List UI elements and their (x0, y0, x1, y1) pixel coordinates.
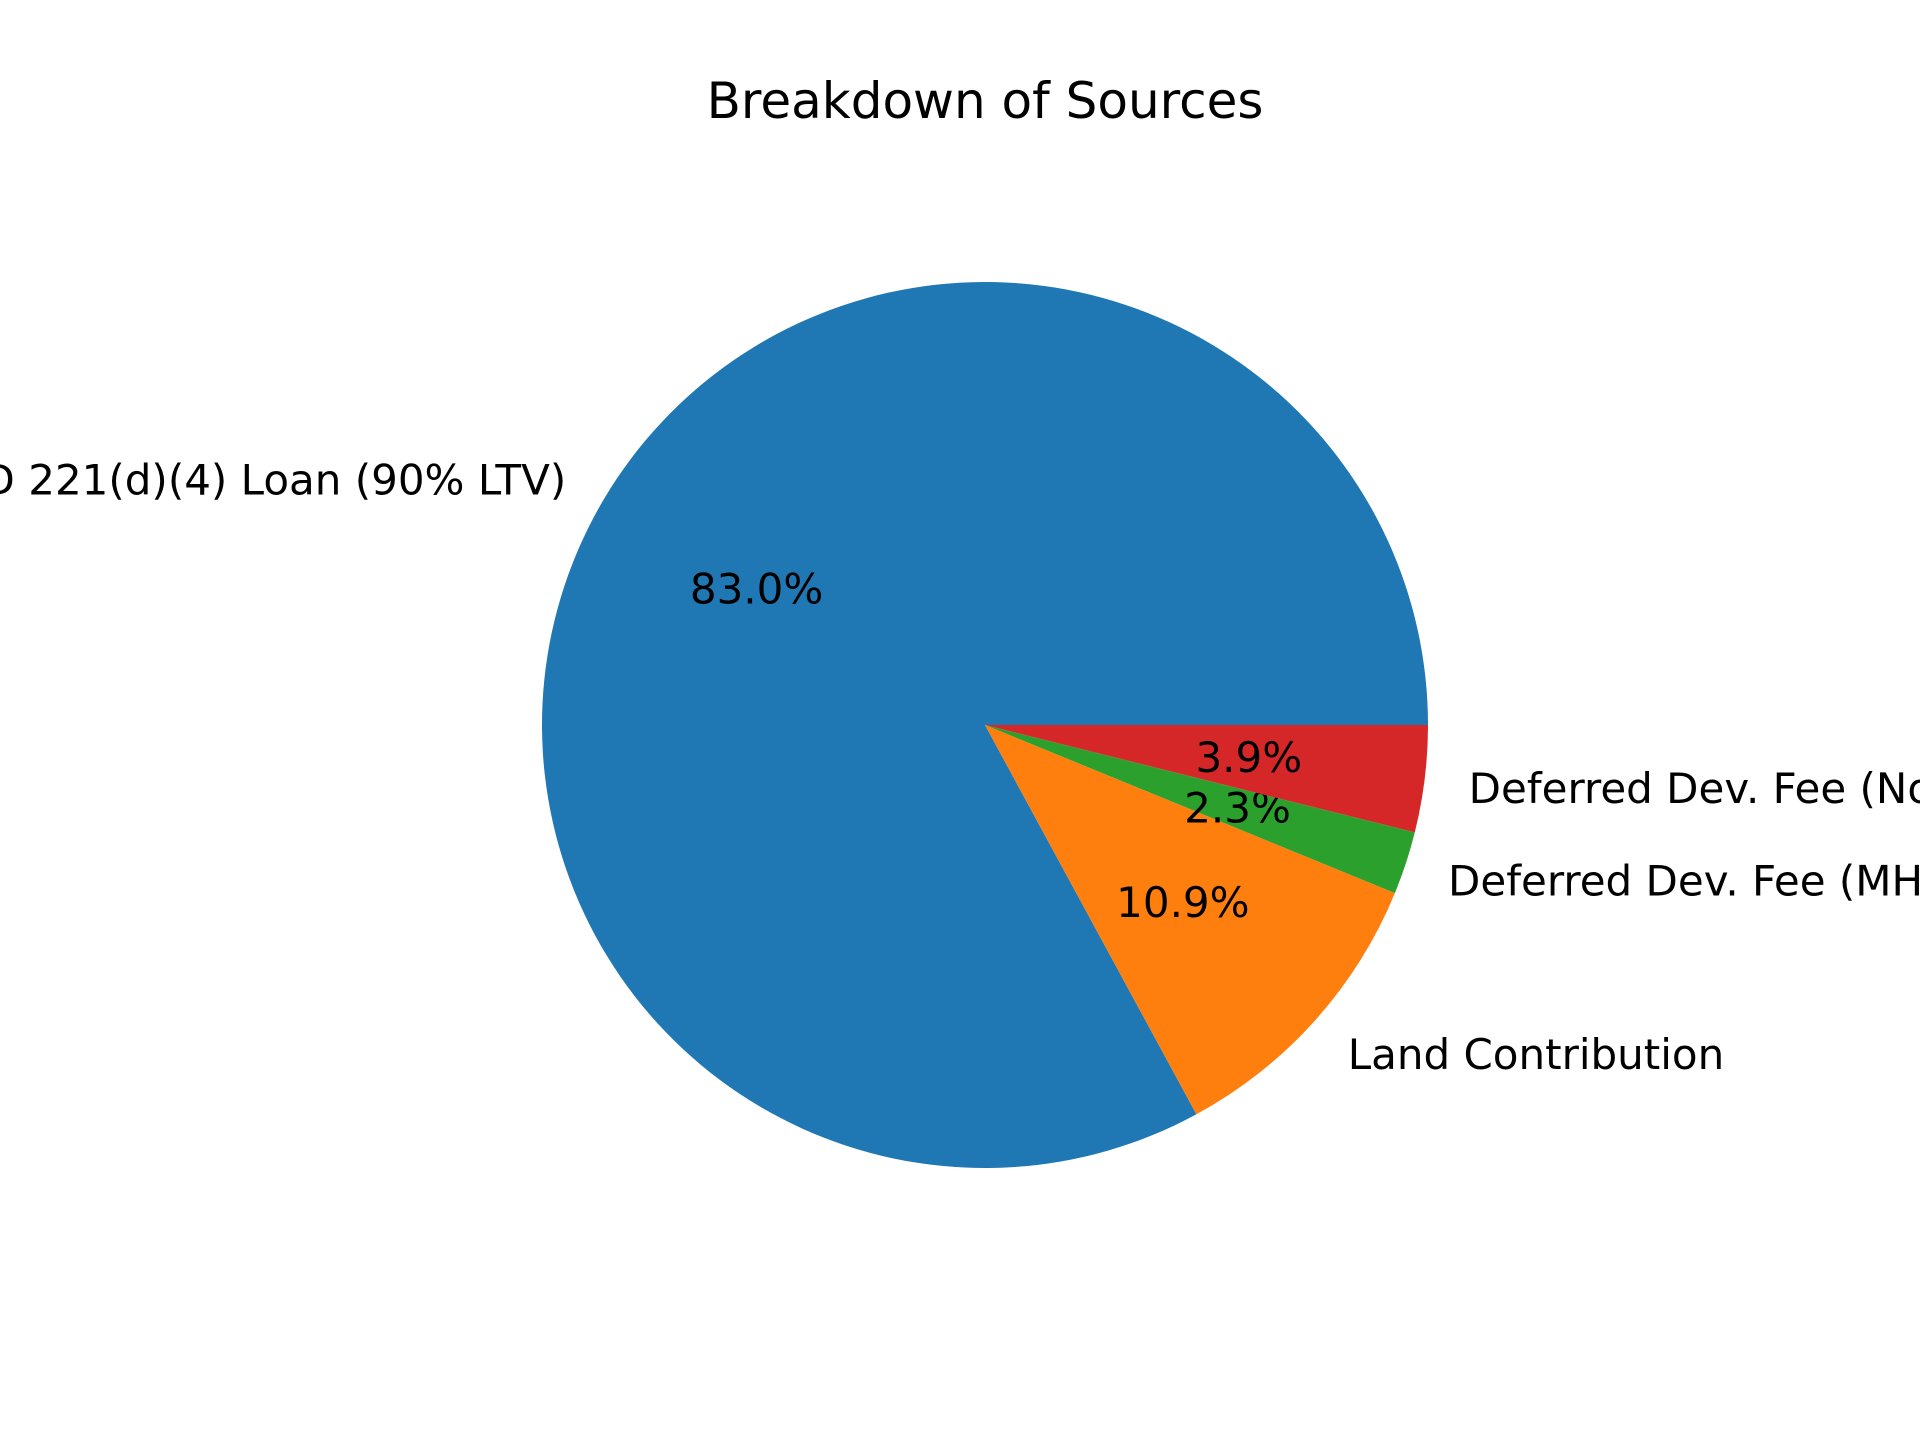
slice-label-1: Land Contribution (1348, 1030, 1725, 1079)
pct-label-1: 10.9% (1116, 878, 1249, 927)
pie-slice-2 (985, 725, 1415, 894)
pie-slice-3 (985, 725, 1428, 833)
pie-slice-0 (542, 281, 1428, 1168)
pct-label-3: 3.9% (1195, 733, 1302, 782)
slice-label-3: Deferred Dev. Fee (No (1469, 764, 1920, 813)
pct-label-0: 83.0% (690, 565, 823, 614)
slice-label-0: D 221(d)(4) Loan (90% LTV) (0, 455, 566, 504)
chart-title: Breakdown of Sources (706, 72, 1264, 130)
pie-slice-1 (985, 725, 1395, 1115)
slice-label-2: Deferred Dev. Fee (MH (1448, 856, 1920, 905)
